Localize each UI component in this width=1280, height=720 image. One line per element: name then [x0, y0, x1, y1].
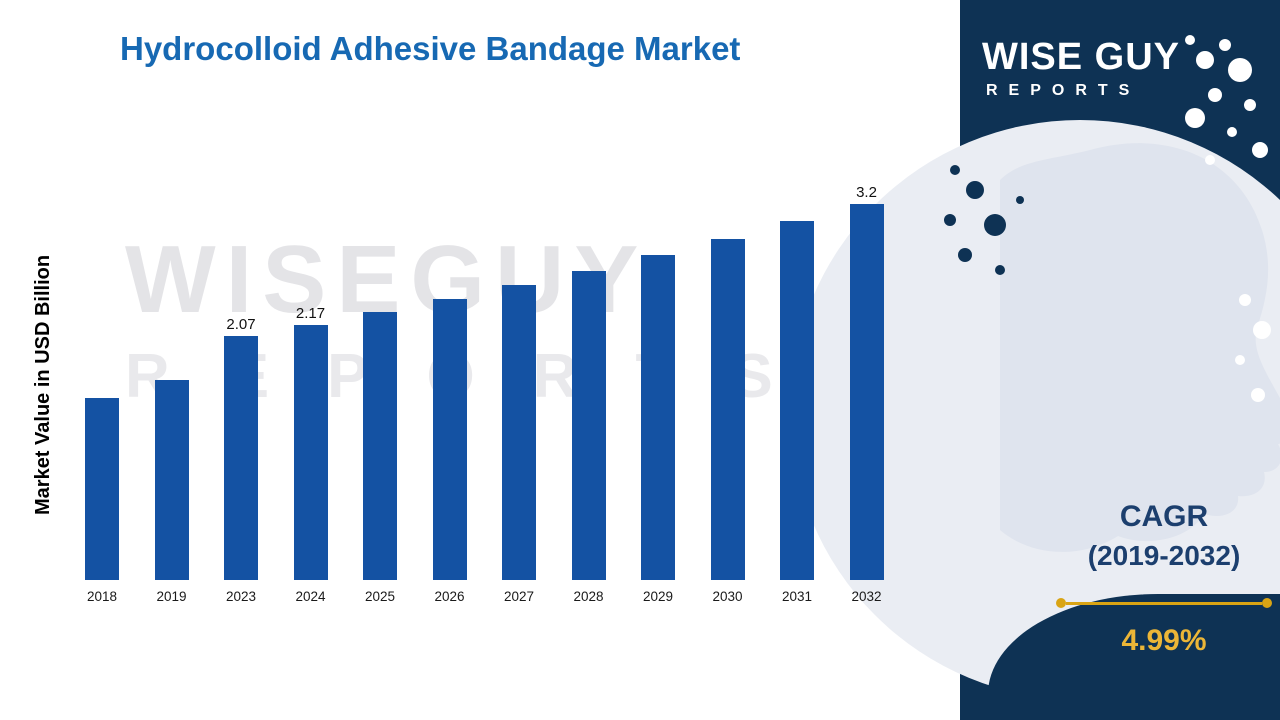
logo: WISE GUY REPORTS — [982, 36, 1180, 100]
bar-value-label: 2.17 — [295, 305, 326, 322]
bar-column: 2025 — [363, 180, 397, 604]
x-tick-label: 2029 — [642, 589, 674, 604]
logo-line2: REPORTS — [986, 82, 1141, 99]
bar-column: 2026 — [432, 180, 467, 604]
x-tick-label: 2019 — [156, 589, 187, 604]
bar — [293, 325, 328, 580]
y-axis-label: Market Value in USD Billion — [32, 254, 54, 516]
x-tick-label: 2028 — [573, 589, 604, 604]
bar-value-label: 2.07 — [226, 316, 256, 333]
bar-column: 2.17 2024 — [293, 180, 328, 604]
cagr-label: CAGR — [1119, 500, 1209, 533]
x-tick-label: 2024 — [295, 589, 326, 604]
x-tick-label: 2025 — [364, 589, 396, 604]
bar — [85, 398, 119, 580]
bar-column: 2029 — [641, 180, 675, 604]
bar-column: 2.07 2023 — [224, 180, 258, 604]
x-tick-label: 2027 — [503, 589, 535, 604]
bar-column: 3.2 2032 — [849, 180, 884, 604]
bar-column: 2028 — [571, 180, 606, 604]
cagr-block: CAGR (2019-2032) 4.99% — [1056, 500, 1272, 658]
bar — [849, 204, 884, 580]
bar-column: 2019 — [154, 180, 189, 604]
bar — [571, 271, 606, 580]
face-silhouette-icon — [1000, 143, 1280, 552]
bar-column: 2027 — [502, 180, 536, 604]
x-tick-label: 2026 — [434, 589, 465, 604]
divider-dot-right — [1262, 598, 1272, 608]
bar — [641, 255, 675, 580]
bar — [710, 239, 745, 580]
x-tick-label: 2030 — [712, 589, 743, 604]
bar-value-label: 3.2 — [856, 184, 877, 201]
bar — [432, 299, 467, 580]
bar — [502, 285, 536, 580]
bar-column: 2018 — [85, 180, 119, 604]
bar-chart: 2018 2019 2.07 2023 2.17 2024 2025 2026 2027 2028… — [85, 180, 884, 604]
bars: 2018 2019 2.07 2023 2.17 2024 2025 2026 2027 2028… — [85, 180, 884, 604]
page-title: Hydrocolloid Adhesive Bandage Market — [120, 30, 741, 67]
watermark-line1: WISEGUY — [125, 226, 649, 333]
divider-line — [1066, 601, 1262, 605]
cagr-range: (2019-2032) — [1087, 540, 1241, 571]
x-tick-label: 2018 — [86, 589, 118, 604]
bar — [363, 312, 397, 580]
bar — [224, 336, 258, 580]
cagr-divider — [1056, 598, 1272, 608]
bar — [780, 221, 814, 580]
cagr-value: 4.99% — [1121, 624, 1207, 657]
x-tick-label: 2023 — [225, 589, 257, 604]
bar-column: 2030 — [710, 180, 745, 604]
logo-line1: WISE GUY — [982, 36, 1181, 78]
x-tick-label: 2031 — [781, 589, 813, 604]
bar-column: 2031 — [780, 180, 814, 604]
x-tick-label: 2032 — [851, 589, 882, 604]
bar — [154, 380, 189, 580]
divider-dot-left — [1056, 598, 1066, 608]
